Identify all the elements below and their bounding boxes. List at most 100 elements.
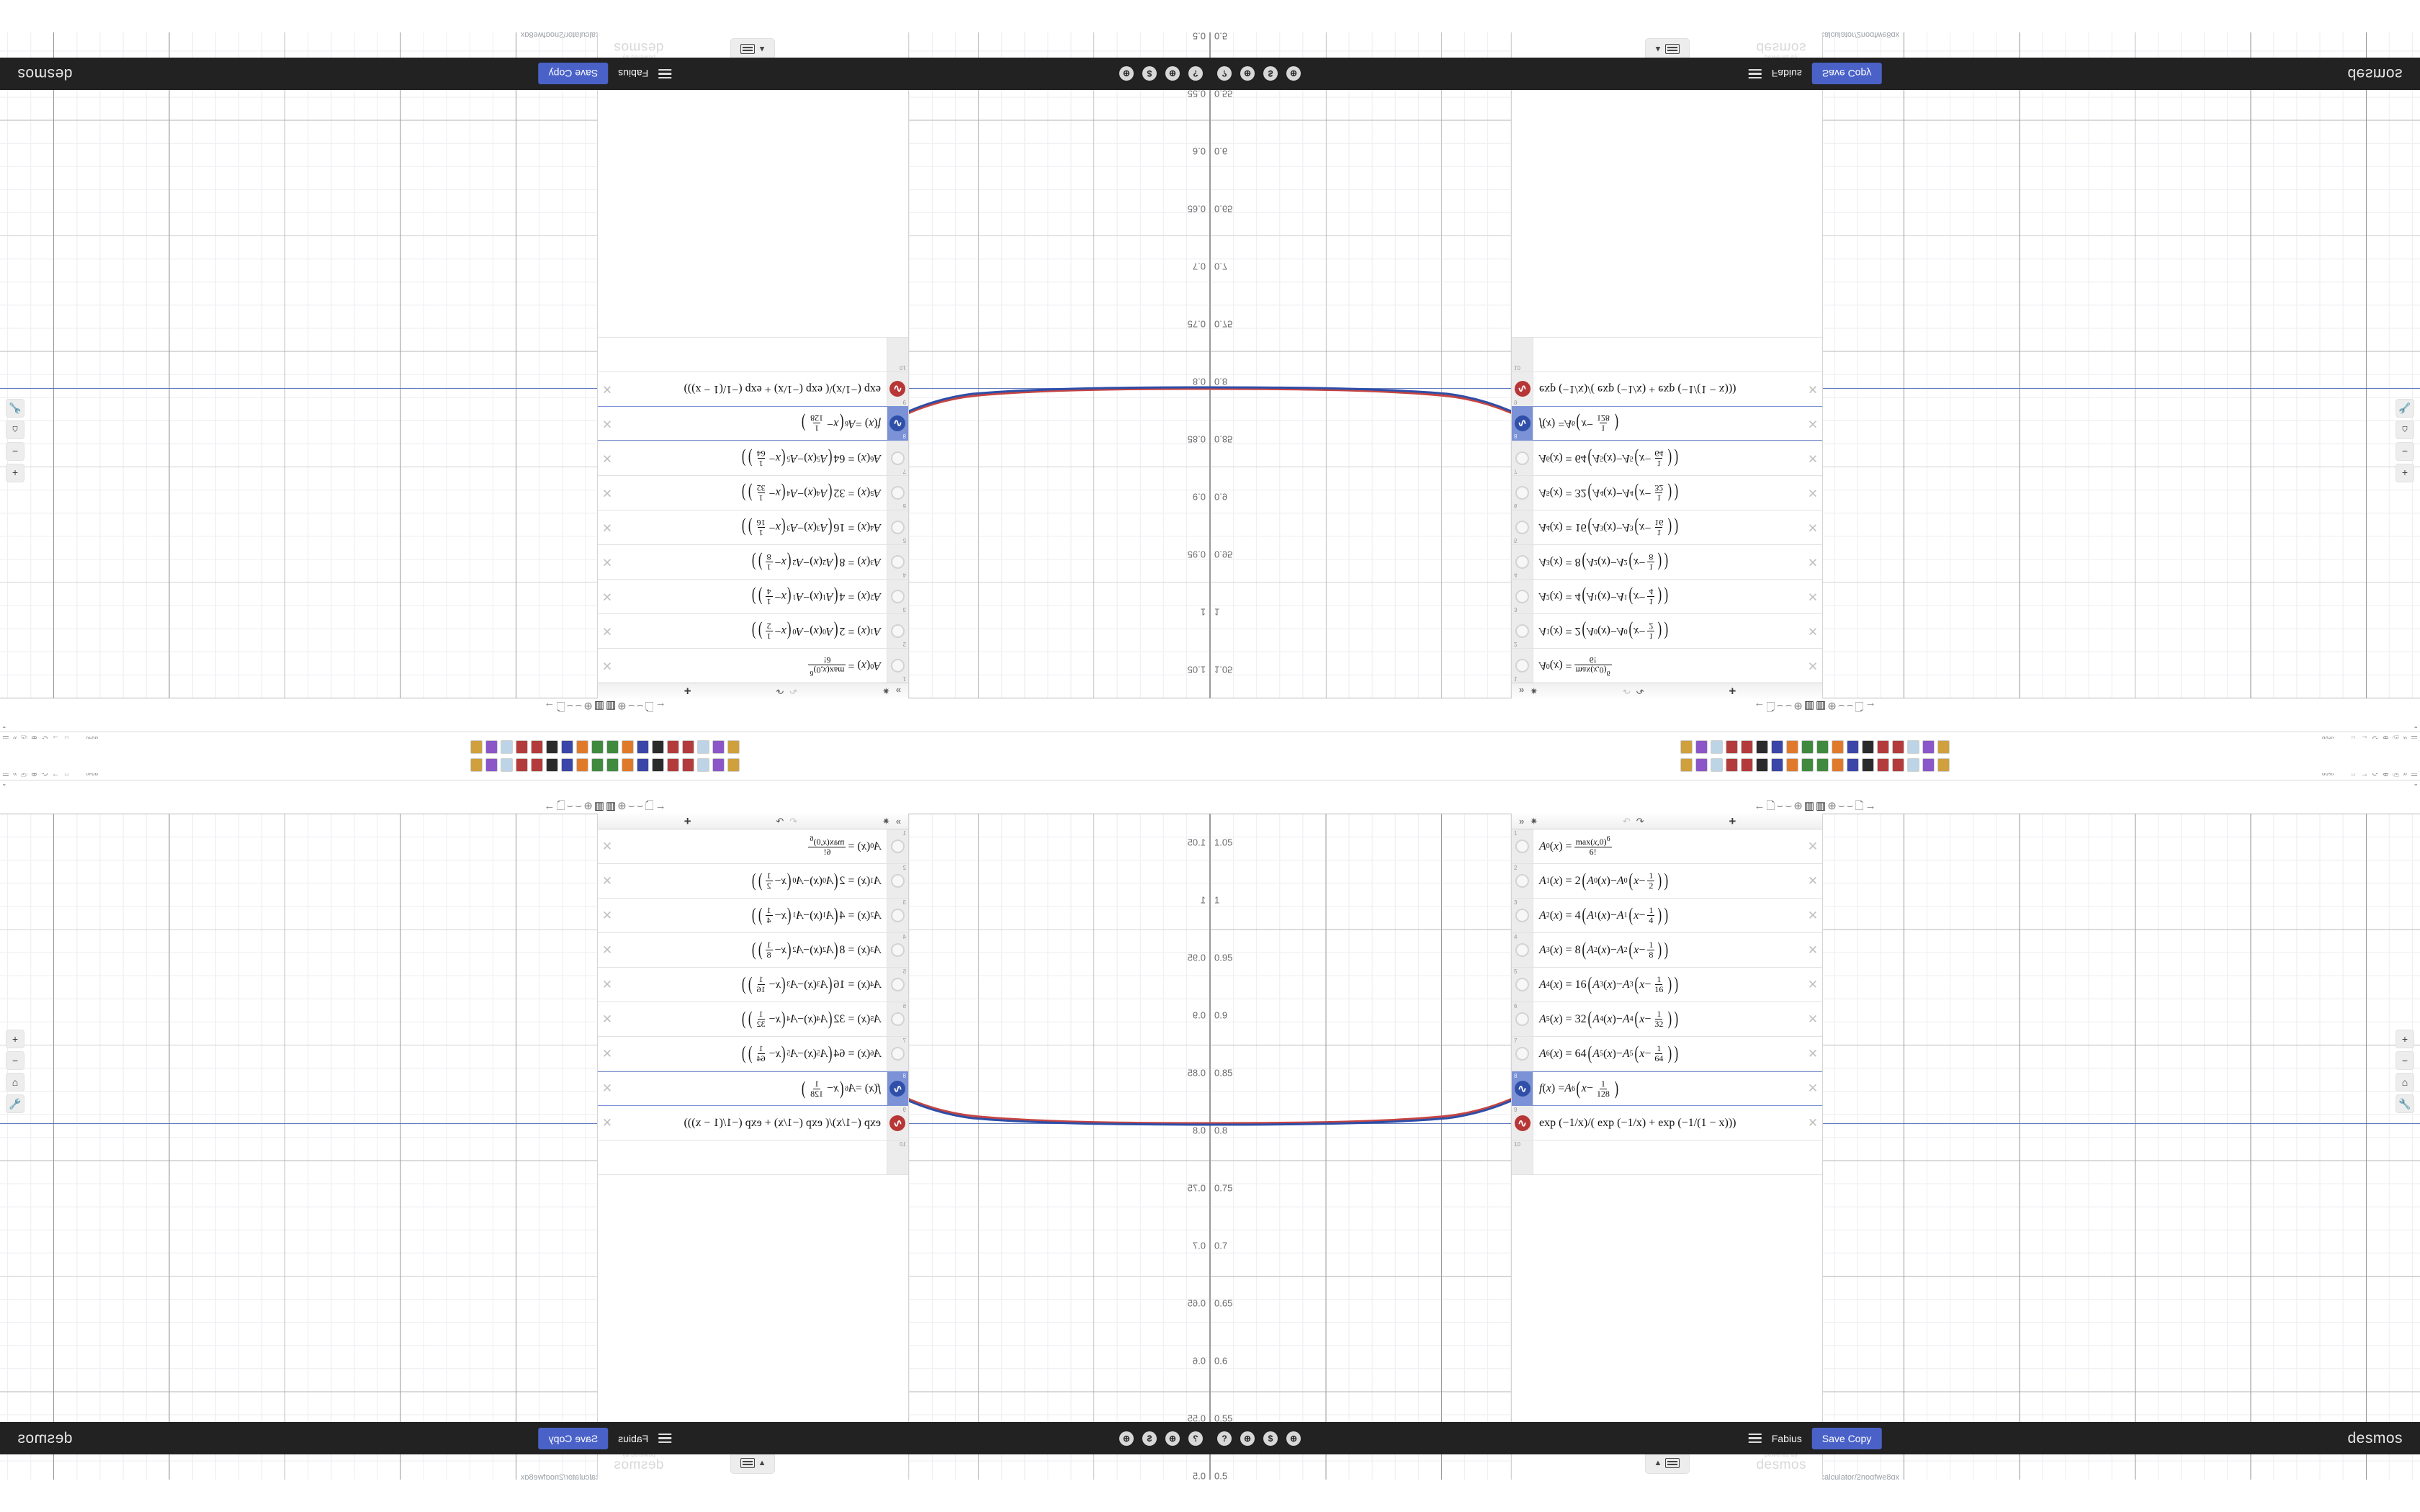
expression-math[interactable]: A 3(x) = 8(A 2(x)− A 2(x − 1 8)) (1539, 552, 1669, 573)
expression-index-cell[interactable]: 7 (887, 1037, 908, 1071)
browser-tab-4[interactable]: ▥ (606, 700, 617, 713)
bookmark-icon-17[interactable] (470, 757, 483, 772)
bookmark-icon-0[interactable] (1680, 740, 1693, 755)
delete-expression-icon[interactable]: ✕ (601, 1046, 613, 1061)
bookmark-icon-1[interactable] (712, 740, 725, 755)
expression-index-cell[interactable]: 7 (1512, 1037, 1533, 1071)
expression-row[interactable]: 9 ∿ exp (−1/x)/( exp (−1/x) + exp (−1/(1 −… (598, 1106, 908, 1140)
delete-expression-icon[interactable]: ✕ (1807, 873, 1819, 888)
plot-toggle-circle-icon[interactable] (1515, 840, 1529, 853)
expression-index-cell[interactable]: 4 (887, 933, 908, 967)
expression-index-cell[interactable]: 3 (1512, 899, 1533, 932)
expression-math[interactable]: A 6(x) = 64(A 5(x)− A 5(x − 1 64)) (1539, 1043, 1679, 1064)
browser-tab-2[interactable]: ⌣ (1785, 700, 1793, 713)
hamburger-icon[interactable] (1748, 1433, 1762, 1444)
bookmark-icon-8[interactable] (606, 757, 619, 772)
expression-row[interactable]: 5 A 4(x) = 16(A 3(x)− A 3(x − 1 16)) ✕ (1512, 968, 1822, 1002)
delete-expression-icon[interactable]: ✕ (601, 486, 613, 500)
bookmark-icon-1[interactable] (1695, 757, 1708, 772)
graph-title[interactable]: Fabius (1771, 1432, 1802, 1444)
bookmark-icon-12[interactable] (546, 757, 558, 772)
nav-forward-icon[interactable]: → (544, 799, 555, 812)
expression-row[interactable]: 8 ∿ f(x) = A 6(x − 1 128) ✕ (598, 1071, 908, 1106)
bookmark-icon-13[interactable] (531, 740, 543, 755)
expression-row[interactable]: 5 A 4(x) = 16(A 3(x)− A 3(x − 1 16)) ✕ (598, 510, 908, 544)
bookmark-icon-7[interactable] (622, 757, 634, 772)
panel-settings-icon[interactable]: ✷ (882, 685, 890, 697)
delete-expression-icon[interactable]: ✕ (601, 451, 613, 466)
keyboard-toggle-button[interactable]: ▲ (730, 38, 776, 60)
browser-tab-0[interactable]: 🗋 (1766, 700, 1775, 713)
expression-row[interactable]: 4 A 3(x) = 8(A 2(x)− A 2(x − 1 8)) ✕ (1512, 933, 1822, 968)
browser-tab-1[interactable]: ⌣ (1776, 700, 1784, 713)
expression-math[interactable]: A 0(x) = max(x,0)6 6! (1539, 655, 1612, 677)
keyboard-toggle-button[interactable]: ▲ (1644, 38, 1690, 60)
expression-row[interactable]: 9 ∿ exp (−1/x)/( exp (−1/x) + exp (−1/(1 −… (598, 372, 908, 406)
bookmark-icon-0[interactable] (727, 757, 740, 772)
zoom-out-button[interactable]: − (6, 1051, 24, 1070)
help-icon-3[interactable]: ⊕ (1119, 1431, 1134, 1446)
expression-index-cell[interactable]: 7 (1512, 441, 1533, 475)
browser-tab-4[interactable]: ▥ (1803, 700, 1814, 713)
expression-index-cell[interactable]: 8 ∿ (887, 1072, 908, 1105)
save-copy-button[interactable]: Save Copy (1811, 63, 1882, 85)
expression-math[interactable]: A 4(x) = 16(A 3(x)− A 3(x − 1 16)) (741, 973, 881, 995)
expression-index-cell[interactable]: 6 (887, 1002, 908, 1036)
delete-expression-icon[interactable]: ✕ (1807, 1012, 1819, 1026)
bookmark-icon-0[interactable] (1680, 757, 1693, 772)
browser-tab-0[interactable]: 🗋 (1766, 799, 1775, 812)
expression-index-cell[interactable]: 9 ∿ (887, 1106, 908, 1140)
browser-tab-4[interactable]: ▥ (606, 799, 617, 812)
browser-tab-7[interactable]: ⌣ (1837, 700, 1845, 713)
help-icon-0[interactable]: ? (1188, 1431, 1203, 1446)
plot-toggle-circle-icon[interactable] (1515, 978, 1529, 991)
expression-index-cell[interactable]: 1 (1512, 649, 1533, 683)
delete-expression-icon[interactable] (598, 1140, 617, 1174)
desmos-logo[interactable]: desmos (17, 1429, 73, 1446)
bookmark-icon-5[interactable] (1756, 757, 1768, 772)
expression-index-cell[interactable]: 7 (887, 441, 908, 475)
bookmark-icon-8[interactable] (1801, 757, 1814, 772)
expression-index-cell[interactable]: 1 (887, 829, 908, 863)
plot-toggle-circle-icon[interactable] (891, 978, 905, 991)
plot-visible-wave-icon[interactable]: ∿ (1514, 415, 1531, 431)
undo-icon[interactable]: ↶ (789, 685, 798, 697)
bookmark-icon-7[interactable] (622, 740, 634, 755)
expression-math[interactable]: A 0(x) = max(x,0)6 6! (808, 655, 881, 677)
bookmark-icon-9[interactable] (1816, 740, 1829, 755)
plot-toggle-circle-icon[interactable] (891, 840, 905, 853)
bookmark-icon-16[interactable] (485, 757, 498, 772)
expand-panel-icon[interactable]: » (895, 685, 901, 696)
chevron-down-icon[interactable]: ⌄ (1, 725, 7, 732)
home-button[interactable]: ⌂ (6, 420, 24, 439)
bookmark-icon-3[interactable] (682, 740, 694, 755)
bookmark-icon-0[interactable] (727, 740, 740, 755)
add-expression-button[interactable]: + (1729, 814, 1736, 828)
expression-row[interactable]: 5 A 4(x) = 16(A 3(x)− A 3(x − 1 16)) ✕ (598, 968, 908, 1002)
expression-row[interactable]: 7 A 6(x) = 64(A 5(x)− A 5(x − 1 64)) ✕ (598, 441, 908, 475)
graph-title[interactable]: Fabius (618, 68, 649, 80)
undo-icon[interactable]: ↶ (1622, 685, 1631, 697)
delete-expression-icon[interactable]: ✕ (1807, 908, 1819, 922)
panel-settings-icon[interactable]: ✷ (1530, 685, 1538, 697)
nav-forward-icon[interactable]: → (1865, 799, 1876, 812)
browser-tab-6[interactable]: ⊕ (583, 799, 593, 812)
plot-toggle-circle-icon[interactable] (1515, 659, 1529, 672)
expression-row[interactable]: 7 A 6(x) = 64(A 5(x)− A 5(x − 1 64)) ✕ (598, 1037, 908, 1071)
panel-settings-icon[interactable]: ✷ (1530, 815, 1538, 827)
expression-index-cell[interactable]: 4 (887, 545, 908, 579)
browser-tab-2[interactable]: ⌣ (627, 799, 635, 812)
expression-row[interactable]: 4 A 3(x) = 8(A 2(x)− A 2(x − 1 8)) ✕ (1512, 544, 1822, 579)
expression-rows[interactable]: 1 A 0(x) = max(x,0)6 6! ✕ 2 A 1(x) = 2(A 0(x)− A 0… (1512, 65, 1822, 683)
expression-row[interactable]: 2 A 1(x) = 2(A 0(x)− A 0(x − 1 2)) ✕ (598, 613, 908, 648)
expression-row[interactable]: 3 A 2(x) = 4(A 1(x)− A 1(x − 1 4)) ✕ (598, 579, 908, 613)
bookmark-icon-15[interactable] (501, 740, 513, 755)
expression-row[interactable]: 10 (598, 337, 908, 372)
bookmark-icon-2[interactable] (697, 757, 709, 772)
nav-back-icon[interactable]: ← (1754, 700, 1765, 713)
bookmark-icon-13[interactable] (1877, 757, 1889, 772)
plot-toggle-circle-icon[interactable] (1515, 943, 1529, 957)
expression-row[interactable]: 7 A 6(x) = 64(A 5(x)− A 5(x − 1 64)) ✕ (1512, 1037, 1822, 1071)
expression-row[interactable]: 3 A 2(x) = 4(A 1(x)− A 1(x − 1 4)) ✕ (1512, 899, 1822, 933)
help-icon-1[interactable]: ⊕ (1240, 66, 1255, 81)
